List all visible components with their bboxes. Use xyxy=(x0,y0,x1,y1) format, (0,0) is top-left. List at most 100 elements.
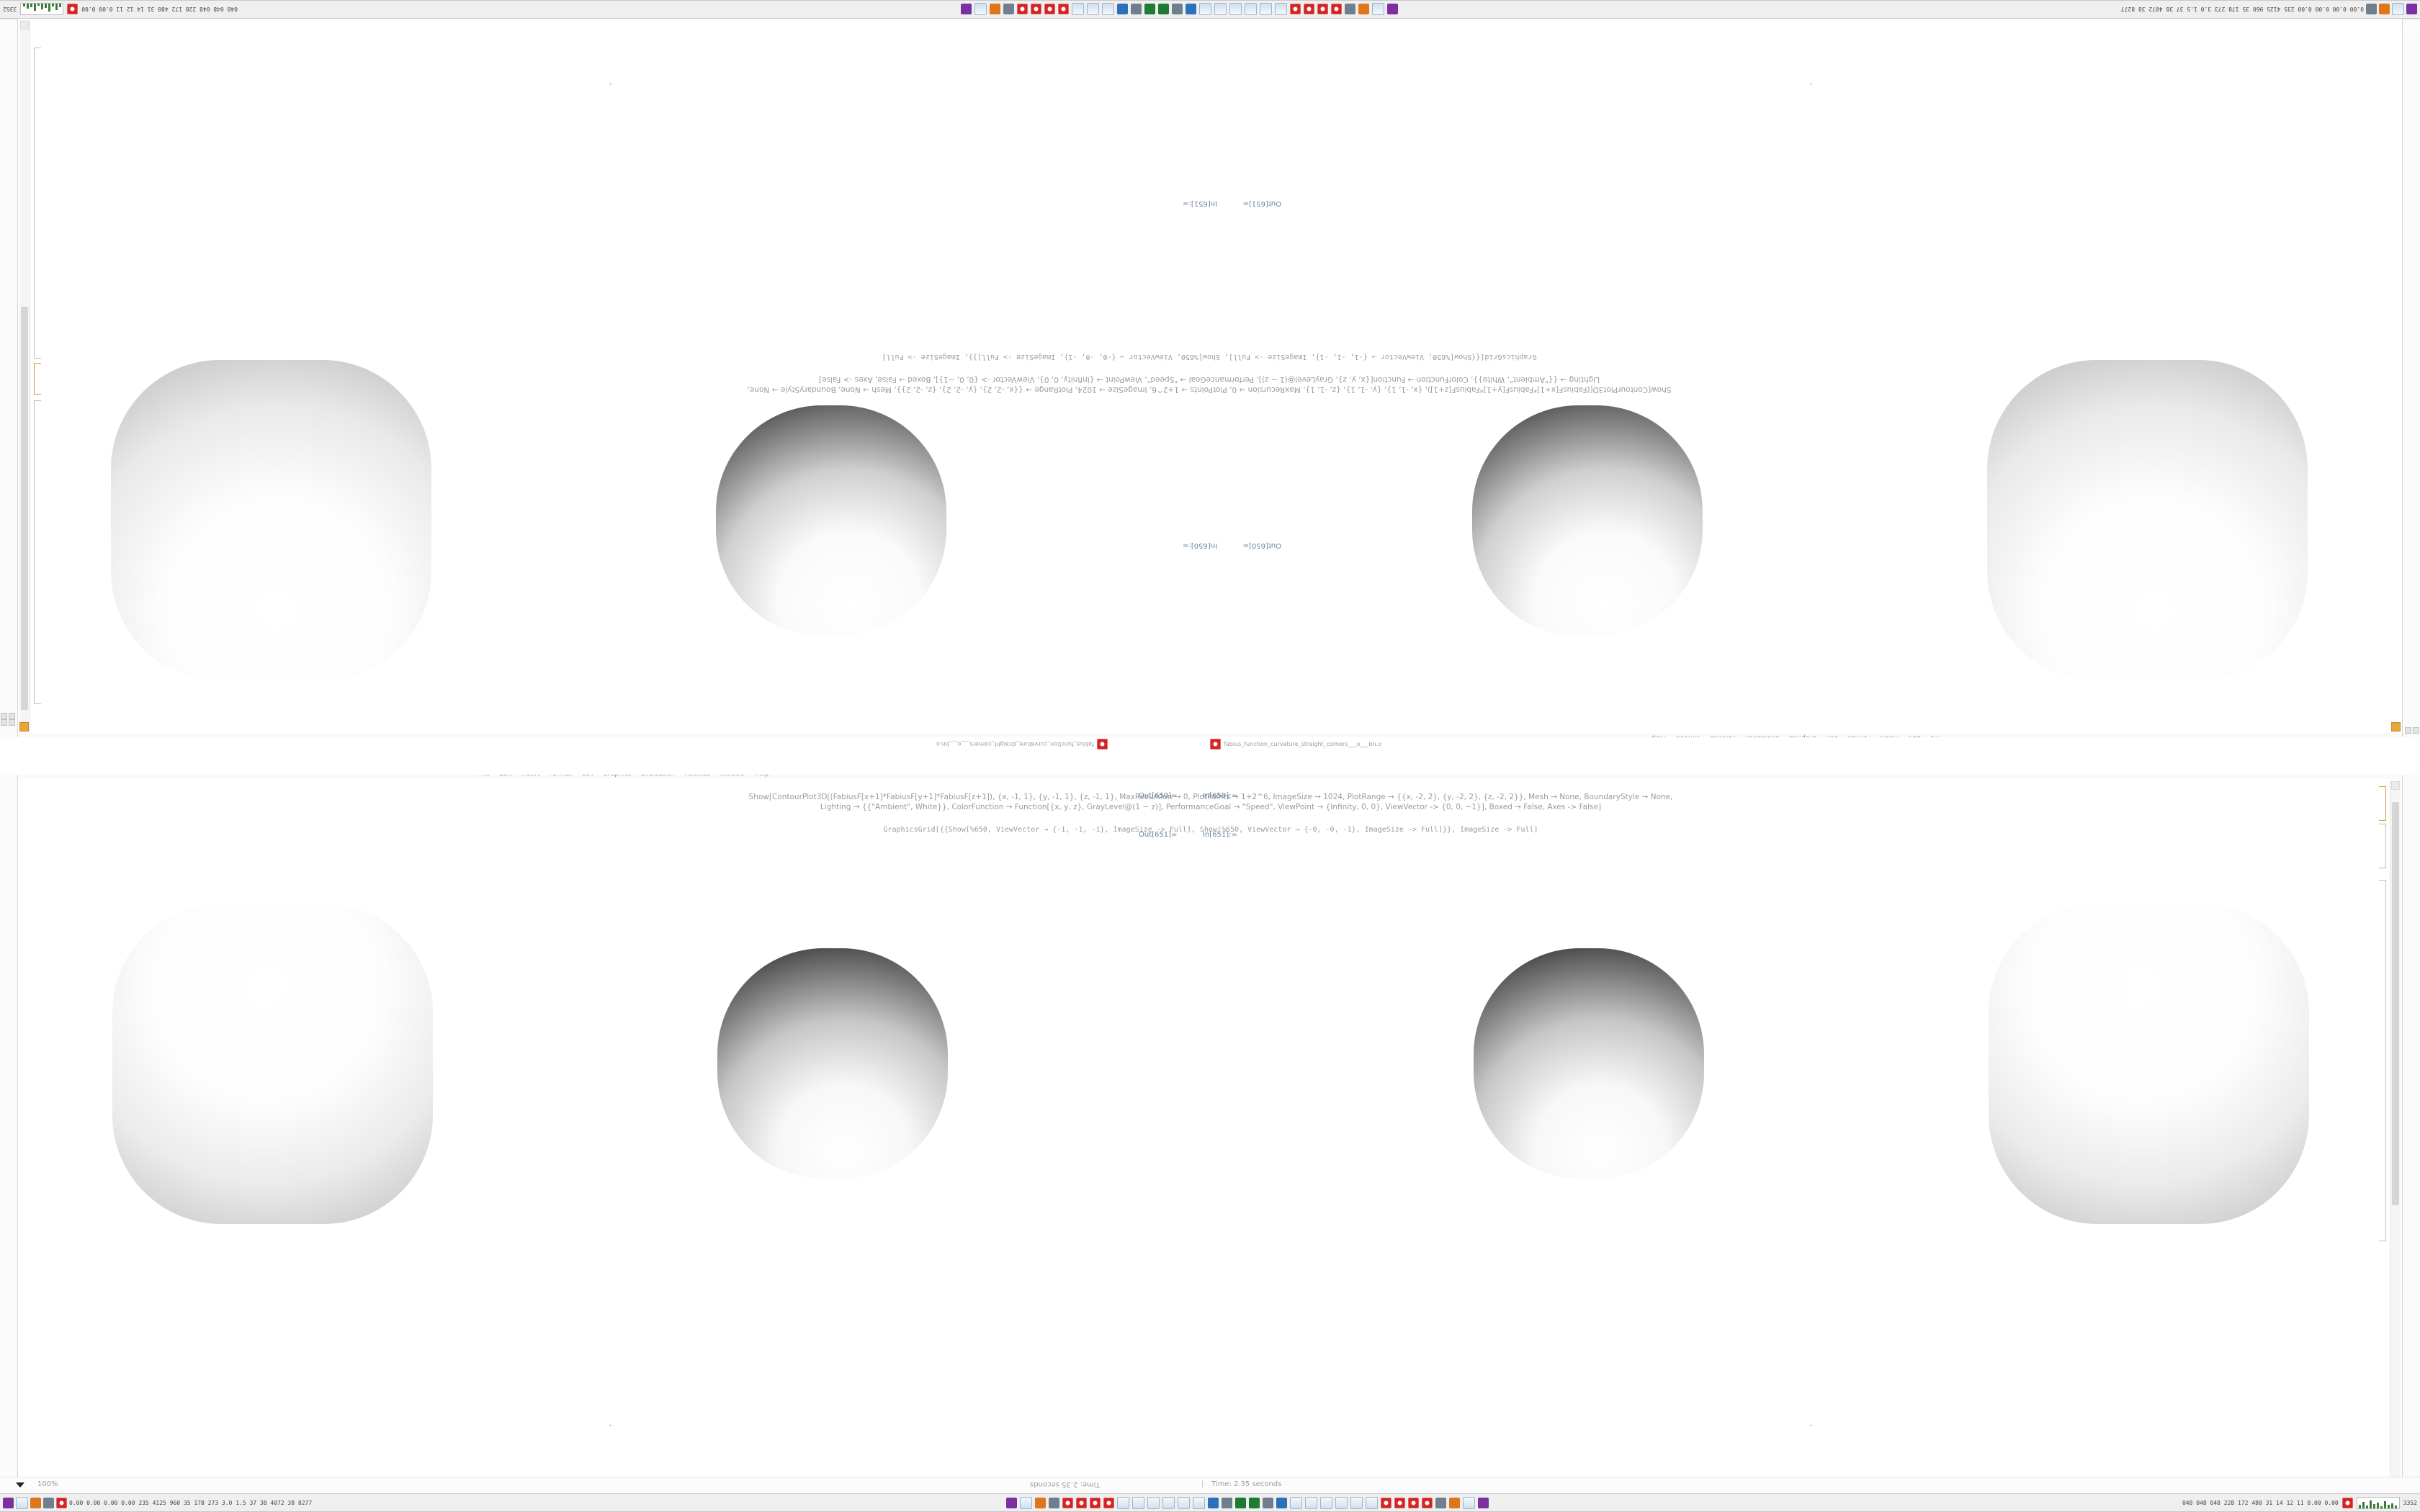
mathematica-icon[interactable] xyxy=(1062,1497,1073,1508)
mini-toolbar-left-upper[interactable] xyxy=(1,713,15,726)
penguin-icon[interactable] xyxy=(2406,4,2417,15)
notebook-icon[interactable] xyxy=(1229,3,1242,16)
save-icon[interactable] xyxy=(1116,4,1128,15)
taskbar-bottom[interactable]: 0.00 0.00 0.00 0.00 235 4125 960 35 178 … xyxy=(0,1493,2420,1512)
mathematica-icon[interactable] xyxy=(67,4,79,15)
graphics-output-row[interactable] xyxy=(17,351,2402,690)
notebook-icon[interactable] xyxy=(1319,1496,1332,1509)
firefox-icon[interactable] xyxy=(989,4,1000,15)
input-code-block[interactable]: Show[ContourPlot3D[(FabiusF[x+1]*FabiusF… xyxy=(17,351,2402,395)
firefox-icon[interactable] xyxy=(1448,1497,1460,1508)
center-chrome-strip[interactable]: fabius_function_curvature_straight_corne… xyxy=(0,737,2420,775)
mathematica-icon[interactable] xyxy=(1317,4,1328,15)
monitor-icon[interactable] xyxy=(43,1497,54,1508)
notebook-icon[interactable] xyxy=(1244,3,1257,16)
code-line-1[interactable]: Show[ContourPlot3D[(FabiusF[x+1]*FabiusF… xyxy=(747,385,1672,394)
penguin-icon[interactable] xyxy=(1477,1497,1489,1508)
cell-bracket-input-selected[interactable] xyxy=(2379,786,2386,821)
input-code-block[interactable]: Show[ContourPlot3D[(FabiusF[x+1]*FabiusF… xyxy=(18,792,2403,835)
status-bar[interactable]: Time: 2.35 seconds | Time: 2.35 seconds … xyxy=(0,1477,2420,1493)
mini-toolbar-right-upper[interactable] xyxy=(2405,727,2419,734)
mathematica-icon[interactable] xyxy=(1407,1497,1419,1508)
penguin-icon[interactable] xyxy=(1386,4,1398,15)
minimize-icon[interactable] xyxy=(2405,727,2411,734)
display-icon[interactable] xyxy=(1262,1497,1273,1508)
graphics-output-row[interactable] xyxy=(18,894,2403,1233)
taskbar-top[interactable]: 0.00 0.00 0.00 0.00 235 4125 960 35 178 … xyxy=(0,0,2420,19)
firefox-icon[interactable] xyxy=(1358,4,1369,15)
notebook-icon[interactable] xyxy=(1289,1496,1302,1509)
resize-corner-handle[interactable] xyxy=(19,722,29,732)
notebook-icon[interactable] xyxy=(1365,1496,1378,1509)
mathematica-icon[interactable] xyxy=(1057,4,1069,15)
mathematica-icon[interactable] xyxy=(1016,4,1028,15)
terminal-icon[interactable] xyxy=(974,3,987,16)
close-icon[interactable] xyxy=(1,713,7,719)
mathematica-icon[interactable] xyxy=(1096,739,1108,750)
scrollbar-thumb[interactable] xyxy=(2392,802,2399,1205)
notebook-icon[interactable] xyxy=(1116,1496,1129,1509)
terminal-icon[interactable] xyxy=(1462,1496,1475,1509)
monitor-icon[interactable] xyxy=(1048,1497,1059,1508)
window-tabs[interactable]: fabius_function_curvature_straight_corne… xyxy=(1210,739,1381,750)
cell-bracket-graphics[interactable] xyxy=(34,400,41,704)
notebook-body[interactable]: Out[650]= In[650]:= Out[651]= In[651]:= … xyxy=(18,19,2402,733)
window-tabs-mirrored[interactable]: fabius_function_curvature_straight_corne… xyxy=(936,739,1108,750)
close-icon[interactable] xyxy=(2413,727,2419,734)
mathematica-icon[interactable] xyxy=(1030,4,1041,15)
save-icon[interactable] xyxy=(1276,1497,1287,1508)
code-line-3[interactable]: GraphicsGrid[{{Show[%650, ViewVector → {… xyxy=(882,353,1537,361)
mathematica-icon[interactable] xyxy=(1089,1497,1101,1508)
resize-corner-handle[interactable] xyxy=(2391,722,2401,732)
notebook-icon[interactable] xyxy=(1192,1496,1205,1509)
notebook-icon[interactable] xyxy=(1274,3,1287,16)
display-icon[interactable] xyxy=(1171,4,1183,15)
scroll-down-arrow[interactable] xyxy=(20,21,29,30)
notebook-icon[interactable] xyxy=(1086,3,1099,16)
penguin-icon[interactable] xyxy=(960,4,972,15)
archive-icon[interactable] xyxy=(1144,4,1155,15)
firefox-icon[interactable] xyxy=(30,1497,41,1508)
notebook-icon[interactable] xyxy=(1162,1496,1175,1509)
notebook-icon[interactable] xyxy=(1350,1496,1363,1509)
mathematica-icon[interactable] xyxy=(1075,1497,1087,1508)
taskbar-top-left-group[interactable]: 0.00 0.00 0.00 0.00 235 4125 960 35 178 … xyxy=(2121,3,2417,16)
notebook-icon[interactable] xyxy=(1214,3,1227,16)
penguin-icon[interactable] xyxy=(1005,1497,1017,1508)
cell-bracket-graphics[interactable] xyxy=(2379,880,2386,1241)
archive-icon[interactable] xyxy=(1157,4,1169,15)
taskbar-bottom-right-group[interactable]: 048 048 048 228 172 480 31 14 12 11 0.00… xyxy=(2182,1496,2417,1509)
code-line-2[interactable]: Lighting → {{"Ambient", White}}, ColorFu… xyxy=(820,803,1602,811)
penguin-icon[interactable] xyxy=(3,1497,14,1508)
mathematica-icon[interactable] xyxy=(1289,4,1301,15)
terminal-icon[interactable] xyxy=(16,1496,28,1509)
cell-bracket-output[interactable] xyxy=(34,48,41,359)
save-icon[interactable] xyxy=(1185,4,1196,15)
cell-bracket-input-selected[interactable] xyxy=(34,363,41,395)
taskbar-top-right-group[interactable]: 048 048 048 228 172 480 31 14 12 11 0.00… xyxy=(3,3,238,16)
mathematica-icon[interactable] xyxy=(1103,1497,1114,1508)
taskbar-bottom-left-group[interactable]: 0.00 0.00 0.00 0.00 235 4125 960 35 178 … xyxy=(3,1496,312,1509)
terminal-icon[interactable] xyxy=(1019,1496,1032,1509)
notebook-icon[interactable] xyxy=(1071,3,1084,16)
mathematica-icon[interactable] xyxy=(2341,1497,2353,1508)
mathematica-icon[interactable] xyxy=(1210,739,1221,750)
notebook-icon[interactable] xyxy=(1198,3,1211,16)
save-icon[interactable] xyxy=(1207,1497,1219,1508)
notebook-window[interactable]: fabius_function_curvature_straight_corne… xyxy=(17,19,2403,756)
mathematica-icon[interactable] xyxy=(1380,1497,1392,1508)
restore-icon[interactable] xyxy=(1,719,7,726)
monitor-icon[interactable] xyxy=(1344,4,1355,15)
monitor-icon[interactable] xyxy=(1435,1497,1446,1508)
minimize-icon[interactable] xyxy=(9,713,15,719)
archive-icon[interactable] xyxy=(1234,1497,1246,1508)
monitor-icon[interactable] xyxy=(2366,4,2377,15)
notebook-icon[interactable] xyxy=(1147,1496,1160,1509)
code-line-2[interactable]: Lighting → {{"Ambient", White}}, ColorFu… xyxy=(818,375,1600,384)
firefox-icon[interactable] xyxy=(1034,1497,1046,1508)
mathematica-icon[interactable] xyxy=(1044,4,1055,15)
code-line-1[interactable]: Show[ContourPlot3D[(FabiusF[x+1]*FabiusF… xyxy=(748,793,1673,801)
notebook-icon[interactable] xyxy=(1335,1496,1348,1509)
notebook-icon[interactable] xyxy=(1101,3,1114,16)
cell-bracket-output[interactable] xyxy=(2379,824,2386,868)
